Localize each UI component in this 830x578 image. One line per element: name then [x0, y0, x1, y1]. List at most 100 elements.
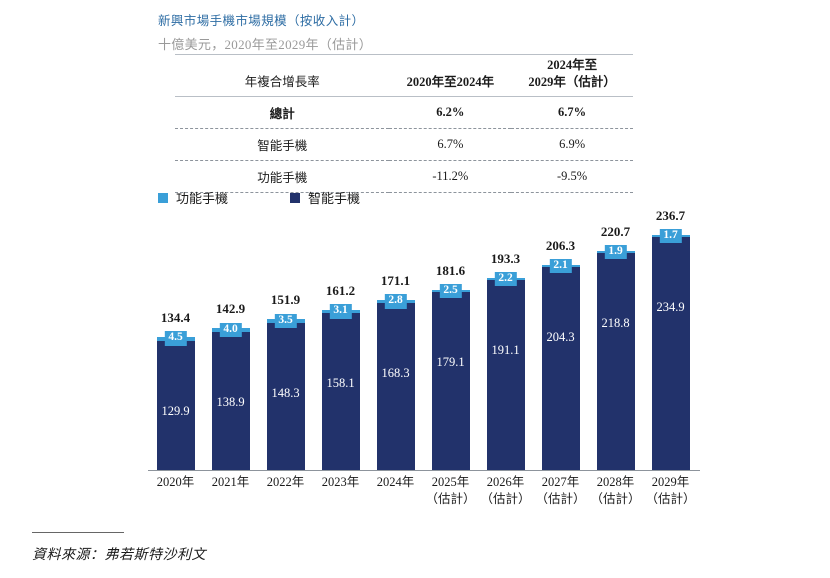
cagr-table-col2-header-line2: 2029年（估計） [528, 74, 616, 89]
cagr-row-label: 功能手機 [175, 160, 390, 193]
x-axis-tick-label: 2024年 [368, 474, 423, 491]
cagr-row-value-1: 6.7% [389, 128, 512, 161]
legend-item-feature-phone: 功能手機 [158, 188, 228, 207]
bar-total-label: 206.3 [545, 238, 576, 254]
cagr-row-label: 總計 [175, 97, 390, 129]
table-top-rule [175, 54, 633, 55]
bar-value-label-feature-phone: 2.2 [494, 271, 517, 287]
cagr-table-col2-header-line1: 2024年至 [547, 58, 598, 72]
chart-header: 新興市場手機市場規模（按收入計） 十億美元，2020年至2029年（估計） [158, 10, 638, 53]
bar-total-label: 151.9 [270, 292, 301, 308]
legend-item-label: 功能手機 [176, 191, 229, 206]
bar-value-label-smartphone: 218.8 [601, 315, 630, 330]
bar-group: 148.3 3.5 151.9 [266, 222, 305, 470]
x-axis-tick-label: 2022年 [258, 474, 313, 491]
cagr-table-label-header: 年複合增長率 [244, 75, 320, 89]
bar-value-label-feature-phone: 2.8 [384, 294, 407, 309]
bar-group: 179.1 2.5 181.6 [431, 222, 470, 470]
table-row: 總計 6.2% 6.7% [175, 97, 633, 129]
bar-group: 234.9 1.7 236.7 [651, 208, 690, 470]
cagr-row-label: 智能手機 [175, 128, 390, 161]
stacked-bar: 148.3 3.5 151.9 [266, 292, 305, 470]
x-axis-tick-line2: （估計） [535, 491, 586, 506]
table-row: 智能手機 6.7% 6.9% [175, 128, 633, 161]
bar-segment-smartphone [266, 322, 305, 470]
cagr-row-value-2: -9.5% [511, 160, 633, 193]
bar-value-label-feature-phone: 3.1 [329, 304, 352, 319]
stacked-bar: 158.1 3.1 161.2 [321, 283, 360, 470]
bar-value-label-smartphone: 148.3 [271, 385, 300, 400]
x-axis-tick-line1: 2029年 [651, 475, 690, 489]
bar-value-label-smartphone: 179.1 [436, 355, 465, 370]
cagr-table-col2-header: 2024年至 2029年（估計） [511, 54, 633, 97]
x-axis-tick-line1: 2021年 [211, 475, 250, 489]
x-axis-tick-line1: 2023年 [321, 475, 360, 489]
bar-value-label-smartphone: 138.9 [216, 395, 245, 410]
legend-swatch-icon [158, 192, 168, 203]
bar-value-label-feature-phone: 1.9 [604, 244, 627, 260]
table-row: 功能手機 -11.2% -9.5% [175, 160, 633, 193]
bar-group: 191.1 2.2 193.3 [486, 222, 525, 470]
x-axis-tick-line2: （估計） [590, 491, 641, 506]
bar-value-label-smartphone: 191.1 [491, 343, 520, 358]
chart-legend: 功能手機 智能手機 [158, 188, 422, 207]
x-axis-tick-line1: 2027年 [541, 475, 580, 489]
bar-group: 168.3 2.8 171.1 [376, 222, 415, 470]
bar-total-label: 193.3 [490, 251, 521, 267]
cagr-row-value-1: -11.2% [389, 160, 512, 193]
bar-total-label: 171.1 [380, 273, 411, 289]
legend-item-label: 智能手機 [308, 191, 361, 206]
cagr-row-value-2: 6.9% [511, 128, 633, 161]
x-axis-tick-line2: （估計） [480, 491, 531, 506]
bar-value-label-smartphone: 168.3 [381, 366, 410, 381]
bar-value-label-feature-phone: 2.5 [439, 283, 462, 299]
x-axis-line [148, 470, 700, 471]
x-axis-tick-line1: 2026年 [486, 475, 525, 489]
x-axis-tick-line2: （估計） [645, 491, 696, 506]
cagr-table: 年複合增長率 2020年至2024年 2024年至 2029年（估計） 總計 6… [175, 54, 633, 193]
x-axis-tick-label: 2028年 （估計） [588, 474, 643, 508]
x-axis-tick-line2: （估計） [425, 491, 476, 506]
bar-segment-smartphone [321, 313, 360, 470]
x-axis-tick-line1: 2020年 [156, 475, 195, 489]
bar-total-label: 220.7 [600, 224, 631, 240]
bar-value-label-smartphone: 204.3 [546, 330, 575, 345]
stacked-bar: 138.9 4.0 142.9 [211, 301, 250, 470]
x-axis-tick-line1: 2028年 [596, 475, 635, 489]
bar-group: 138.9 4.0 142.9 [211, 222, 250, 470]
chart-subtitle: 十億美元，2020年至2029年（估計） [158, 37, 372, 52]
stacked-bar: 191.1 2.2 193.3 [486, 251, 525, 470]
source-note: 資料來源：弗若斯特沙利文 [32, 548, 206, 563]
x-axis-tick-label: 2027年 （估計） [533, 474, 588, 508]
bar-total-label: 134.4 [160, 309, 191, 325]
x-axis-tick-label: 2029年 （估計） [643, 474, 698, 508]
bar-value-label-feature-phone: 3.5 [274, 313, 297, 329]
x-axis-tick-line1: 2024年 [376, 475, 415, 489]
x-axis-tick-label: 2026年 （估計） [478, 474, 533, 508]
bar-total-label: 142.9 [215, 301, 246, 317]
bar-total-label: 236.7 [655, 208, 686, 224]
bar-group: 218.8 1.9 220.7 [596, 222, 635, 470]
bar-value-label-smartphone: 234.9 [656, 299, 685, 314]
cagr-table-col1-header: 2020年至2024年 [406, 74, 495, 89]
table-header-rule [175, 96, 633, 97]
bar-value-label-feature-phone: 4.5 [164, 331, 187, 346]
bar-value-label-feature-phone: 4.0 [219, 322, 242, 338]
cagr-row-value-1: 6.2% [389, 97, 512, 129]
bar-group: 158.1 3.1 161.2 [321, 222, 360, 470]
bar-value-label-feature-phone: 2.1 [549, 258, 572, 274]
bar-segment-smartphone [486, 280, 525, 470]
stacked-bar: 129.9 4.5 134.4 [156, 310, 195, 470]
x-axis-tick-label: 2021年 [203, 474, 258, 491]
bar-chart-plot: 129.9 4.5 134.4 138.9 4.0 142.9 148.3 3.5 151.9 1… [148, 208, 698, 470]
bar-value-label-smartphone: 129.9 [161, 404, 190, 419]
bar-segment-smartphone [651, 236, 690, 470]
stacked-bar: 179.1 2.5 181.6 [431, 263, 470, 470]
footer-divider [32, 532, 124, 533]
cagr-row-value-2: 6.7% [511, 97, 633, 129]
bar-segment-smartphone [541, 267, 580, 470]
bar-total-label: 181.6 [435, 262, 466, 278]
stacked-bar: 168.3 2.8 171.1 [376, 273, 415, 470]
x-axis-tick-label: 2025年 （估計） [423, 474, 478, 508]
bar-segment-smartphone [431, 292, 470, 470]
